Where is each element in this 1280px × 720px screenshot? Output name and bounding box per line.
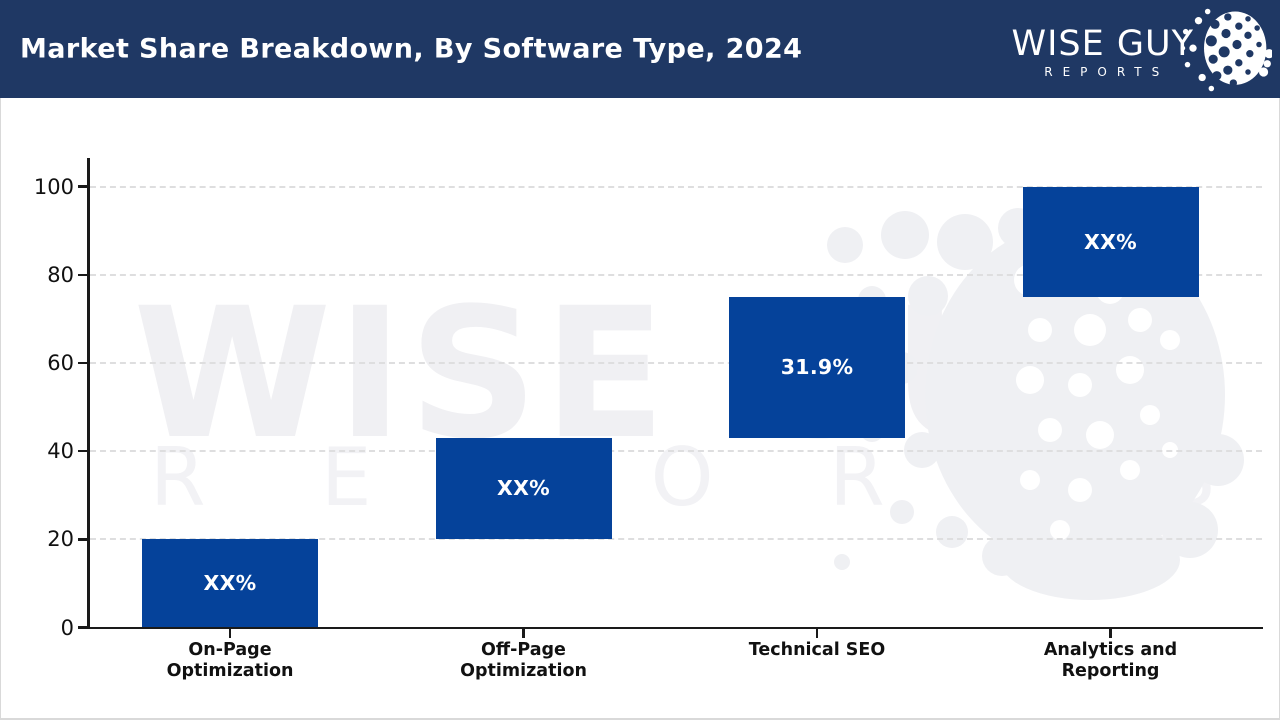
x-axis-category-label: Off-Page Optimization [460,640,587,681]
y-tick-mark [78,626,88,629]
gridline [90,273,1262,276]
x-tick-mark [522,629,525,638]
head-watermark-icon [790,200,1260,604]
x-axis-category-label: On-Page Optimization [166,640,294,681]
x-tick-mark [815,629,819,638]
bar-value-label: XX% [203,571,257,596]
head-profile-logo-icon [1180,6,1274,98]
brand-subname: REPORTS [1044,64,1170,79]
gridline [90,450,1262,453]
y-tick-mark [78,538,88,541]
brand-name: WISE GUY [1011,24,1194,65]
brand-logo-text: WISE GUY REPORTS [1011,25,1194,79]
y-axis-line [87,158,90,628]
bar-value-label: XX% [1083,229,1138,254]
gridline [90,362,1262,365]
waterfall-bar: XX% [1022,186,1199,297]
y-tick-mark [78,273,88,277]
y-tick-mark [78,449,88,453]
waterfall-bar: XX% [142,539,318,628]
x-axis-category-label: Technical SEO [748,640,886,660]
x-axis-line [87,626,1263,629]
y-tick-mark [78,185,88,188]
y-axis-tick-label: 100 [33,174,74,199]
y-axis-tick-label: 0 [60,615,74,640]
x-tick-mark [228,629,232,638]
waterfall-bar: XX% [435,437,612,540]
y-axis-tick-label: 20 [47,527,74,552]
bar-value-label: 31.9% [780,355,854,380]
brand-logo: WISE GUY REPORTS [1011,6,1274,98]
gridline [90,538,1262,541]
bar-value-label: XX% [496,476,551,501]
y-axis-tick-label: 80 [47,262,74,287]
waterfall-bar: 31.9% [729,296,905,438]
page-title: Market Share Breakdown, By Software Type… [20,33,803,65]
gridline [90,185,1262,188]
y-tick-mark [78,361,88,365]
header-bar: Market Share Breakdown, By Software Type… [0,0,1280,98]
x-tick-mark [1109,629,1112,638]
y-axis-tick-label: 40 [47,439,74,464]
y-axis-tick-label: 60 [47,351,74,376]
x-axis-category-label: Analytics and Reporting [1043,640,1178,681]
